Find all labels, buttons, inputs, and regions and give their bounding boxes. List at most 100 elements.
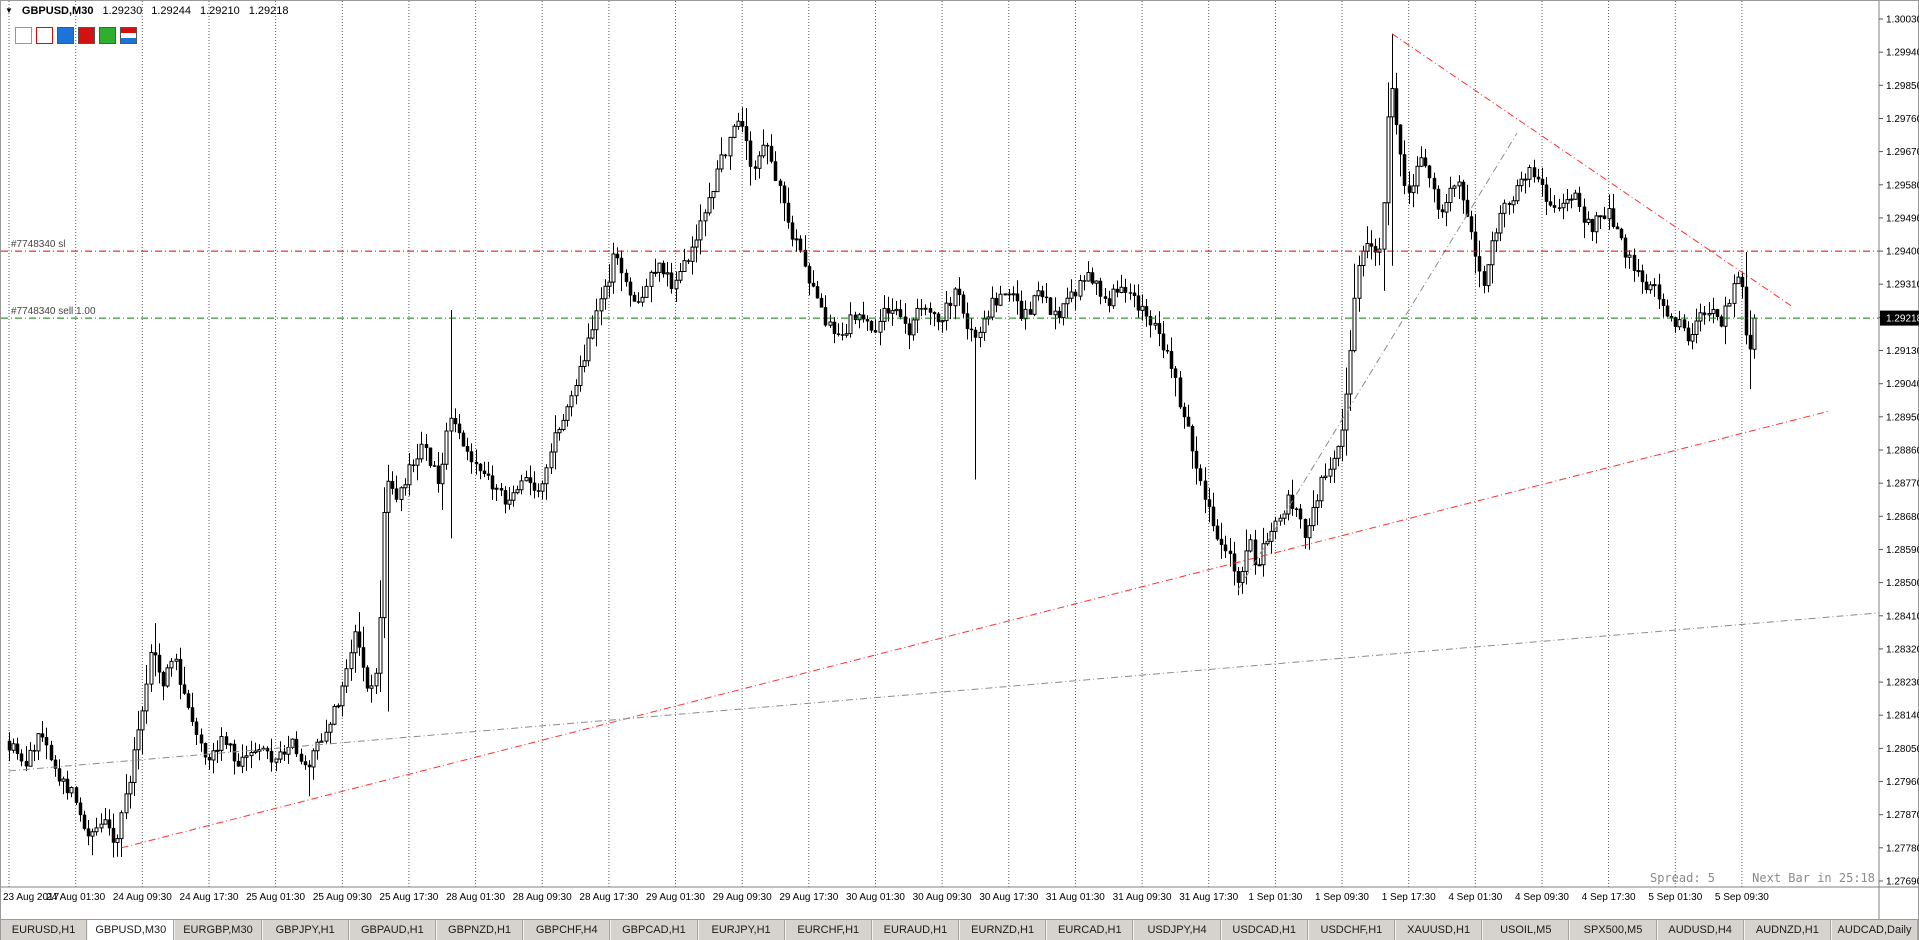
date-label: 1 Sep 17:30 — [1382, 892, 1436, 903]
date-label: 28 Aug 01:30 — [446, 892, 505, 903]
current-price-badge: 1.29218 — [1880, 310, 1919, 326]
svg-text:1.28770: 1.28770 — [1886, 479, 1919, 490]
svg-text:1.29850: 1.29850 — [1886, 81, 1919, 92]
chart-tab-audusd-h4[interactable]: AUDUSD,H4 — [1656, 920, 1744, 940]
red-square-icon[interactable] — [78, 27, 95, 44]
candlesticks — [7, 33, 1757, 858]
svg-text:1.28590: 1.28590 — [1886, 545, 1919, 556]
chart-tab-spx500-m5[interactable]: SPX500,M5 — [1569, 920, 1657, 940]
date-label: 23 Aug 2017 — [3, 892, 60, 903]
chart-tab-gbpchf-h4[interactable]: GBPCHF,H4 — [523, 920, 611, 940]
one-click-trading-toggle[interactable]: ▼ — [5, 6, 13, 15]
chart-object-toolbar — [15, 27, 137, 44]
svg-text:1.29218: 1.29218 — [1886, 314, 1919, 325]
date-label: 31 Aug 17:30 — [1179, 892, 1238, 903]
date-label: 30 Aug 01:30 — [846, 892, 905, 903]
date-label: 24 Aug 01:30 — [46, 892, 105, 903]
date-label: 30 Aug 09:30 — [913, 892, 972, 903]
chart-tab-gbpjpy-h1[interactable]: GBPJPY,H1 — [261, 920, 349, 940]
svg-text:1.28140: 1.28140 — [1886, 711, 1919, 722]
svg-text:1.28050: 1.28050 — [1886, 744, 1919, 755]
svg-text:1.29760: 1.29760 — [1886, 114, 1919, 125]
chart-tab-usoil-m5[interactable]: USOIL,M5 — [1482, 920, 1570, 940]
svg-text:1.29400: 1.29400 — [1886, 247, 1919, 258]
chart-tab-eurusd-h1[interactable]: EURUSD,H1 — [1, 920, 88, 940]
svg-text:1.27960: 1.27960 — [1886, 777, 1919, 788]
chart-tab-gbpcad-h1[interactable]: GBPCAD,H1 — [610, 920, 698, 940]
chart-tab-audcad-daily[interactable]: AUDCAD,Daily — [1830, 920, 1919, 940]
chart-title: ▼ GBPUSD,M30 1.29230 1.29244 1.29210 1.2… — [5, 5, 289, 17]
date-label: 29 Aug 09:30 — [713, 892, 772, 903]
chart-tab-gbpaud-h1[interactable]: GBPAUD,H1 — [348, 920, 436, 940]
chart-tab-eurjpy-h1[interactable]: EURJPY,H1 — [697, 920, 785, 940]
svg-text:1.28320: 1.28320 — [1886, 644, 1919, 655]
red-outline-square-icon[interactable] — [36, 27, 53, 44]
date-label: 4 Sep 17:30 — [1582, 892, 1636, 903]
svg-text:1.29580: 1.29580 — [1886, 180, 1919, 191]
date-label: 25 Aug 09:30 — [313, 892, 372, 903]
chart-tab-gbpnzd-h1[interactable]: GBPNZD,H1 — [435, 920, 524, 940]
chart-tab-xauusd-h1[interactable]: XAUUSD,H1 — [1395, 920, 1483, 940]
svg-text:1.29040: 1.29040 — [1886, 379, 1919, 390]
svg-text:1.28410: 1.28410 — [1886, 611, 1919, 622]
order-line-label: #7748340 sl — [11, 239, 66, 250]
date-label: 28 Aug 17:30 — [579, 892, 638, 903]
svg-text:1.28230: 1.28230 — [1886, 678, 1919, 689]
trendline-steep-channel-gray[interactable] — [1237, 132, 1518, 591]
svg-text:1.30030: 1.30030 — [1886, 15, 1919, 26]
svg-text:1.27780: 1.27780 — [1886, 843, 1919, 854]
date-label: 28 Aug 09:30 — [513, 892, 572, 903]
svg-text:1.29670: 1.29670 — [1886, 147, 1919, 158]
svg-text:1.27870: 1.27870 — [1886, 810, 1919, 821]
chart-tab-euraud-h1[interactable]: EURAUD,H1 — [871, 920, 960, 940]
date-label: 5 Sep 01:30 — [1648, 892, 1702, 903]
chart-tab-gbpusd-m30[interactable]: GBPUSD,M30 — [87, 920, 175, 940]
striped-square-icon[interactable] — [120, 27, 137, 44]
chart-tab-eurgbp-m30[interactable]: EURGBP,M30 — [174, 920, 262, 940]
chart-tab-usdcad-h1[interactable]: USDCAD,H1 — [1220, 920, 1308, 940]
svg-text:1.28860: 1.28860 — [1886, 446, 1919, 457]
blue-square-icon[interactable] — [57, 27, 74, 44]
date-label: 24 Aug 09:30 — [113, 892, 172, 903]
trendline-shallow-channel-gray[interactable] — [8, 612, 1880, 772]
white-square-icon[interactable] — [15, 27, 32, 44]
svg-text:1.28500: 1.28500 — [1886, 578, 1919, 589]
date-label: 30 Aug 17:30 — [979, 892, 1038, 903]
price-chart[interactable]: #7748340 sl #7748340 sell 1.00 1.30030 1.29… — [1, 1, 1919, 919]
date-label: 31 Aug 01:30 — [1046, 892, 1105, 903]
vertical-gridlines — [8, 1, 1743, 887]
chart-tab-eurnzd-h1[interactable]: EURNZD,H1 — [959, 920, 1047, 940]
svg-text:1.29490: 1.29490 — [1886, 213, 1919, 224]
ohlc-high: 1.29244 — [151, 5, 191, 17]
spread-label: Spread: 5 — [1650, 871, 1715, 885]
date-label: 29 Aug 17:30 — [779, 892, 838, 903]
date-label: 25 Aug 01:30 — [246, 892, 305, 903]
chart-tab-usdjpy-h4[interactable]: USDJPY,H4 — [1133, 920, 1221, 940]
chart-tab-bar: EURUSD,H1 GBPUSD,M30 EURGBP,M30 GBPJPY,H1 GB… — [1, 919, 1919, 940]
date-label: 24 Aug 17:30 — [180, 892, 239, 903]
svg-text:1.29130: 1.29130 — [1886, 346, 1919, 357]
svg-text:1.28950: 1.28950 — [1886, 412, 1919, 423]
date-label: 4 Sep 09:30 — [1515, 892, 1569, 903]
chart-tab-eurchf-h1[interactable]: EURCHF,H1 — [784, 920, 872, 940]
chart-tab-audnzd-h1[interactable]: AUDNZD,H1 — [1743, 920, 1831, 940]
trendline-descending-resistance-red[interactable] — [1391, 33, 1793, 307]
chart-tab-eurcad-h1[interactable]: EURCAD,H1 — [1046, 920, 1134, 940]
ohlc-open: 1.29230 — [102, 5, 143, 17]
svg-text:1.28680: 1.28680 — [1886, 512, 1919, 523]
chart-tab-usdchf-h1[interactable]: USDCHF,H1 — [1307, 920, 1395, 940]
date-label: 25 Aug 17:30 — [379, 892, 438, 903]
date-label: 1 Sep 09:30 — [1315, 892, 1369, 903]
svg-text:1.29940: 1.29940 — [1886, 48, 1919, 59]
date-label: 1 Sep 01:30 — [1248, 892, 1302, 903]
green-square-icon[interactable] — [99, 27, 116, 44]
next-bar-label: Next Bar in 25:18 — [1752, 871, 1875, 885]
ohlc-low: 1.29210 — [199, 5, 240, 17]
date-label: 4 Sep 01:30 — [1448, 892, 1502, 903]
date-label: 31 Aug 09:30 — [1113, 892, 1172, 903]
price-axis[interactable]: 1.30030 1.29940 1.29850 1.29760 1.29670 1.295… — [1879, 15, 1919, 888]
date-label: 5 Sep 09:30 — [1715, 892, 1769, 903]
svg-text:1.27690: 1.27690 — [1886, 877, 1919, 888]
